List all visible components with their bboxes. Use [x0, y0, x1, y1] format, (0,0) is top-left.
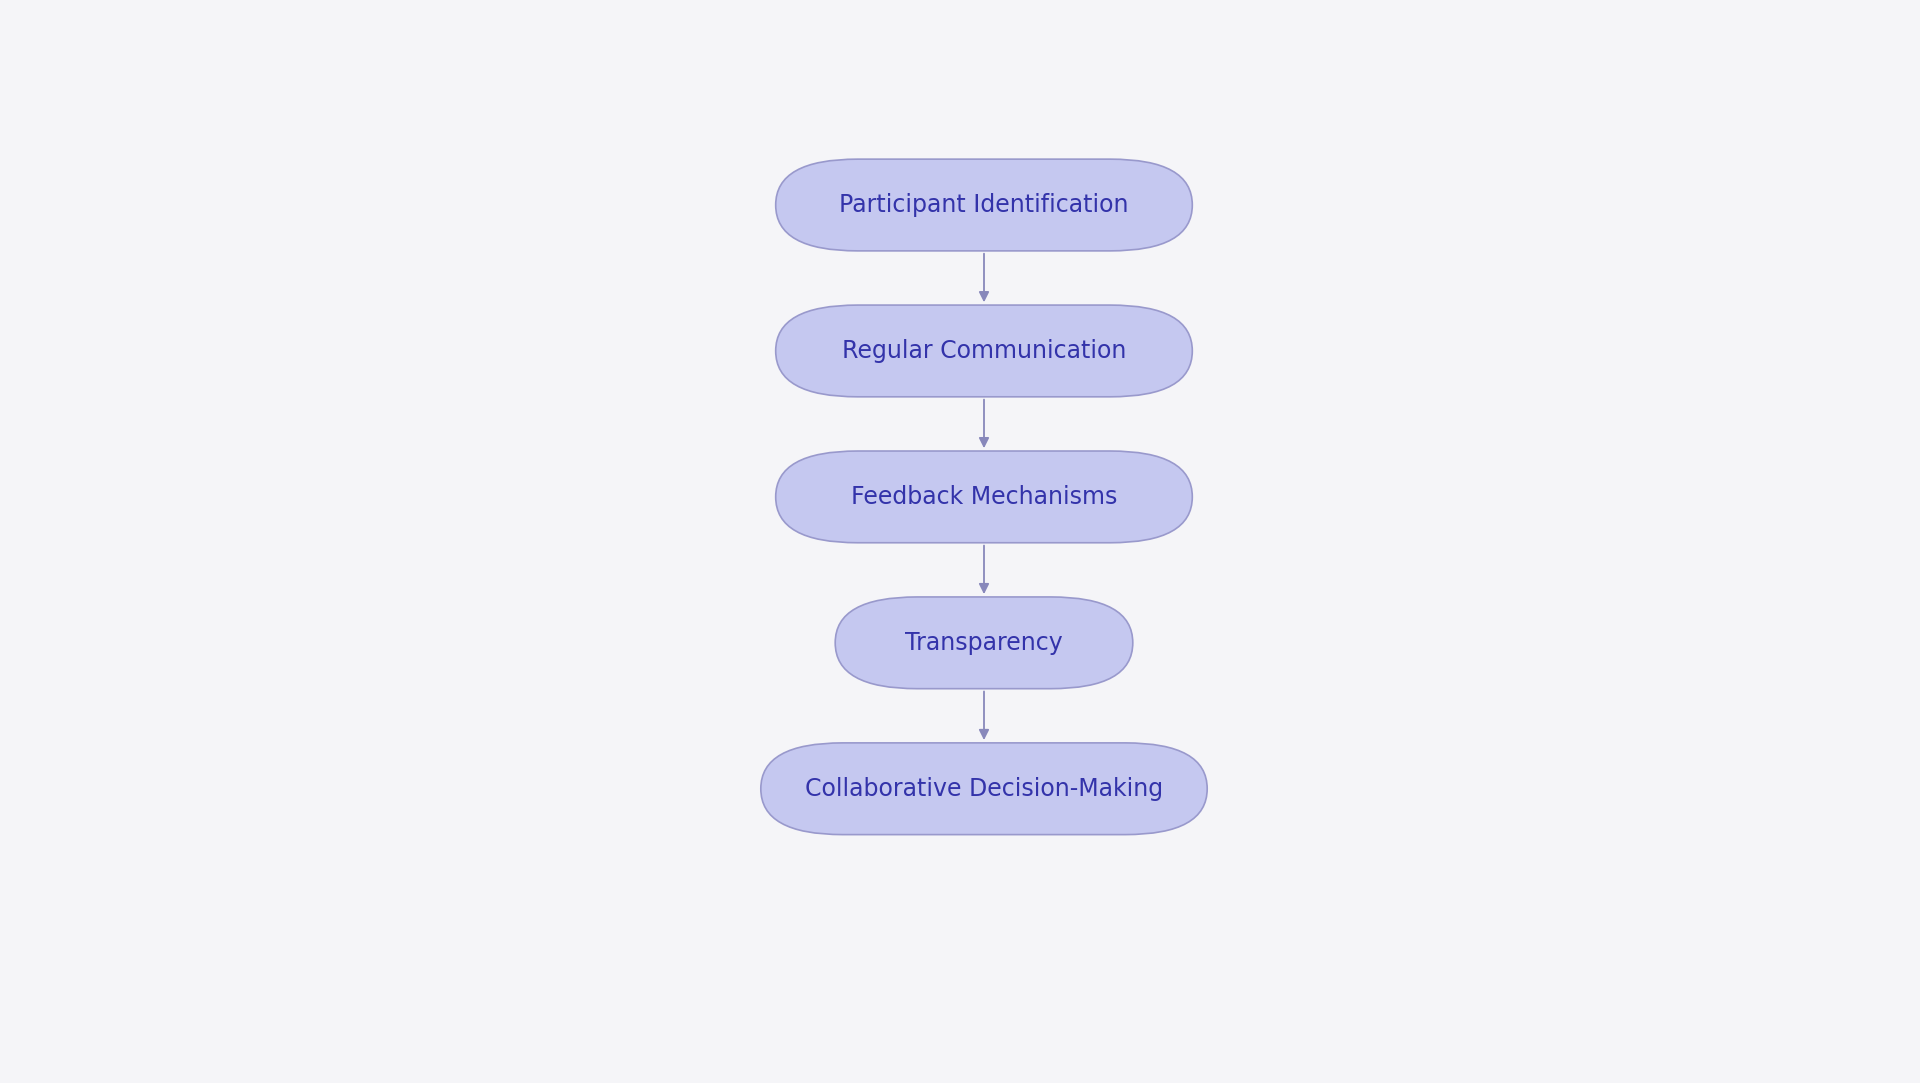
- FancyBboxPatch shape: [776, 159, 1192, 251]
- FancyBboxPatch shape: [776, 451, 1192, 543]
- Text: Participant Identification: Participant Identification: [839, 193, 1129, 217]
- FancyBboxPatch shape: [835, 597, 1133, 689]
- Text: Collaborative Decision-Making: Collaborative Decision-Making: [804, 777, 1164, 800]
- Text: Feedback Mechanisms: Feedback Mechanisms: [851, 485, 1117, 509]
- Text: Regular Communication: Regular Communication: [841, 339, 1127, 363]
- Text: Transparency: Transparency: [904, 630, 1064, 655]
- FancyBboxPatch shape: [760, 743, 1208, 835]
- FancyBboxPatch shape: [776, 305, 1192, 396]
